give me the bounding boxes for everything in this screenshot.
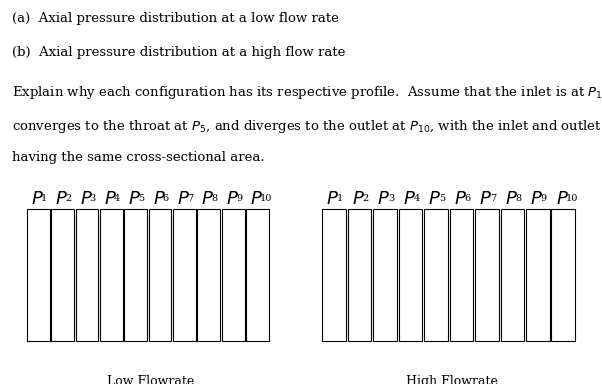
Text: $P$: $P$ [352,190,365,208]
Text: 2: 2 [65,194,72,203]
Text: 6: 6 [163,194,169,203]
Text: Explain why each configuration has its respective profile.  Assume that the inle: Explain why each configuration has its r… [12,84,602,101]
Text: 3: 3 [90,194,96,203]
Text: 10: 10 [566,194,579,203]
Text: 1: 1 [41,194,47,203]
Bar [322,210,346,341]
Text: (a)  Axial pressure distribution at a low flow rate: (a) Axial pressure distribution at a low… [12,12,339,25]
Text: 6: 6 [464,194,470,203]
Text: $P$: $P$ [454,190,467,208]
Text: $P$: $P$ [226,190,238,208]
Bar [246,210,269,341]
Text: $P$: $P$ [505,190,518,208]
Text: 2: 2 [362,194,368,203]
Bar [51,210,74,341]
Bar [475,210,499,341]
Bar [424,210,448,341]
Bar [551,210,576,341]
Text: Low Flowrate: Low Flowrate [107,375,194,384]
Bar [197,210,220,341]
Text: $P$: $P$ [31,190,44,208]
Text: $P$: $P$ [79,190,93,208]
Text: 5: 5 [439,194,445,203]
Bar [27,210,49,341]
Bar [222,210,244,341]
Bar [348,210,371,341]
Bar [124,210,147,341]
Text: $P$: $P$ [556,190,568,208]
Bar [149,210,172,341]
Bar [526,210,550,341]
Text: $P$: $P$ [153,190,166,208]
Text: 3: 3 [388,194,394,203]
Text: $P$: $P$ [177,190,190,208]
Text: 9: 9 [541,194,547,203]
Bar [75,210,98,341]
Text: 1: 1 [337,194,343,203]
Text: $P$: $P$ [55,190,68,208]
Text: 4: 4 [114,194,120,203]
Text: $P$: $P$ [403,190,416,208]
Text: $P$: $P$ [104,190,117,208]
Text: 7: 7 [187,194,193,203]
Text: 5: 5 [138,194,144,203]
Text: High Flowrate: High Flowrate [406,375,497,384]
Text: 4: 4 [414,194,420,203]
Bar [450,210,473,341]
Text: $P$: $P$ [326,190,340,208]
Text: converges to the throat at $P_5$, and diverges to the outlet at $P_{10}$, with t: converges to the throat at $P_5$, and di… [12,118,602,135]
Bar [100,210,123,341]
Text: $P$: $P$ [429,190,441,208]
Text: 8: 8 [211,194,218,203]
Text: 10: 10 [260,194,273,203]
Bar [399,210,423,341]
Bar [500,210,524,341]
Text: $P$: $P$ [202,190,214,208]
Text: $P$: $P$ [128,190,141,208]
Text: 8: 8 [515,194,521,203]
Text: $P$: $P$ [479,190,492,208]
Text: (b)  Axial pressure distribution at a high flow rate: (b) Axial pressure distribution at a hig… [12,46,346,59]
Text: $P$: $P$ [250,190,263,208]
Text: $P$: $P$ [530,190,543,208]
Text: 7: 7 [490,194,496,203]
Bar [173,210,196,341]
Text: 9: 9 [236,194,242,203]
Text: having the same cross-sectional area.: having the same cross-sectional area. [12,151,265,164]
Bar [373,210,397,341]
Text: $P$: $P$ [377,190,390,208]
